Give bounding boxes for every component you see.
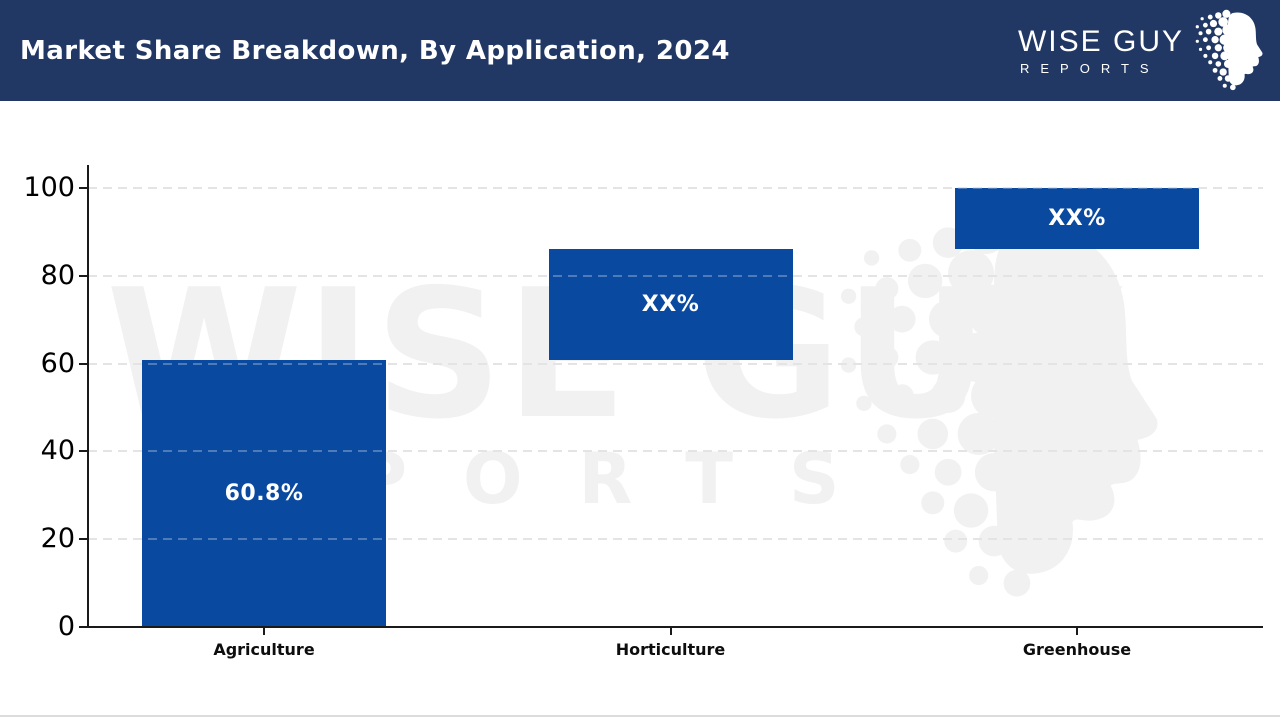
x-axis-tick (669, 627, 672, 635)
brand-name: WISE GUY (1017, 24, 1184, 58)
brand-head-icon (1195, 9, 1263, 90)
x-axis-tick (1076, 627, 1078, 635)
y-axis-tick (79, 626, 88, 628)
y-axis-tick-label: 40 (40, 435, 75, 467)
y-axis-tick-label: 60 (40, 347, 75, 379)
y-axis-tick (79, 362, 88, 365)
bar-horticulture: XX% (548, 249, 793, 361)
gridline-20 (88, 538, 1263, 541)
gridline-overlay-40 (88, 450, 1263, 453)
chart-title: Market Share Breakdown, By Application, … (20, 35, 730, 66)
y-axis-tick-label: 100 (23, 172, 75, 203)
gridline-40 (88, 450, 1263, 453)
figure-bottom-border (0, 715, 1280, 717)
x-axis-line (87, 626, 1263, 628)
y-axis-tick (79, 274, 88, 277)
y-axis-tick-label: 80 (40, 259, 75, 291)
y-axis-line (87, 165, 89, 628)
y-axis-tick-label: 20 (40, 523, 75, 555)
y-axis-tick (79, 450, 88, 453)
bar-value-label: XX% (1048, 206, 1106, 232)
x-category-label: Greenhouse (1022, 640, 1132, 659)
bar-greenhouse: XX% (955, 188, 1199, 250)
x-category-label: Horticulture (615, 640, 726, 659)
y-axis-tick-label: 0 (57, 611, 75, 642)
gridline-overlay-100 (88, 187, 1263, 189)
bar-value-label: 60.8% (224, 481, 304, 507)
gridline-overlay-20 (88, 538, 1263, 541)
y-axis-tick (79, 538, 88, 541)
gridline-overlay-80 (88, 274, 1263, 277)
gridline-60 (88, 362, 1263, 365)
brand-subname: REPORTS (1019, 60, 1160, 76)
brand-logo-text: WISE GUY REPORTS (1017, 24, 1184, 76)
header: Market Share Breakdown, By Application, … (0, 0, 1280, 101)
gridline-overlay-60 (88, 362, 1263, 365)
x-category-label: Agriculture (213, 640, 315, 659)
bar-value-label: XX% (641, 292, 700, 318)
gridline-100 (88, 187, 1263, 189)
y-axis-tick (79, 187, 88, 189)
x-axis-tick (263, 627, 265, 635)
bar-agriculture: 60.8% (142, 360, 386, 627)
brand-logo: WISE GUY REPORTS (1018, 9, 1266, 93)
